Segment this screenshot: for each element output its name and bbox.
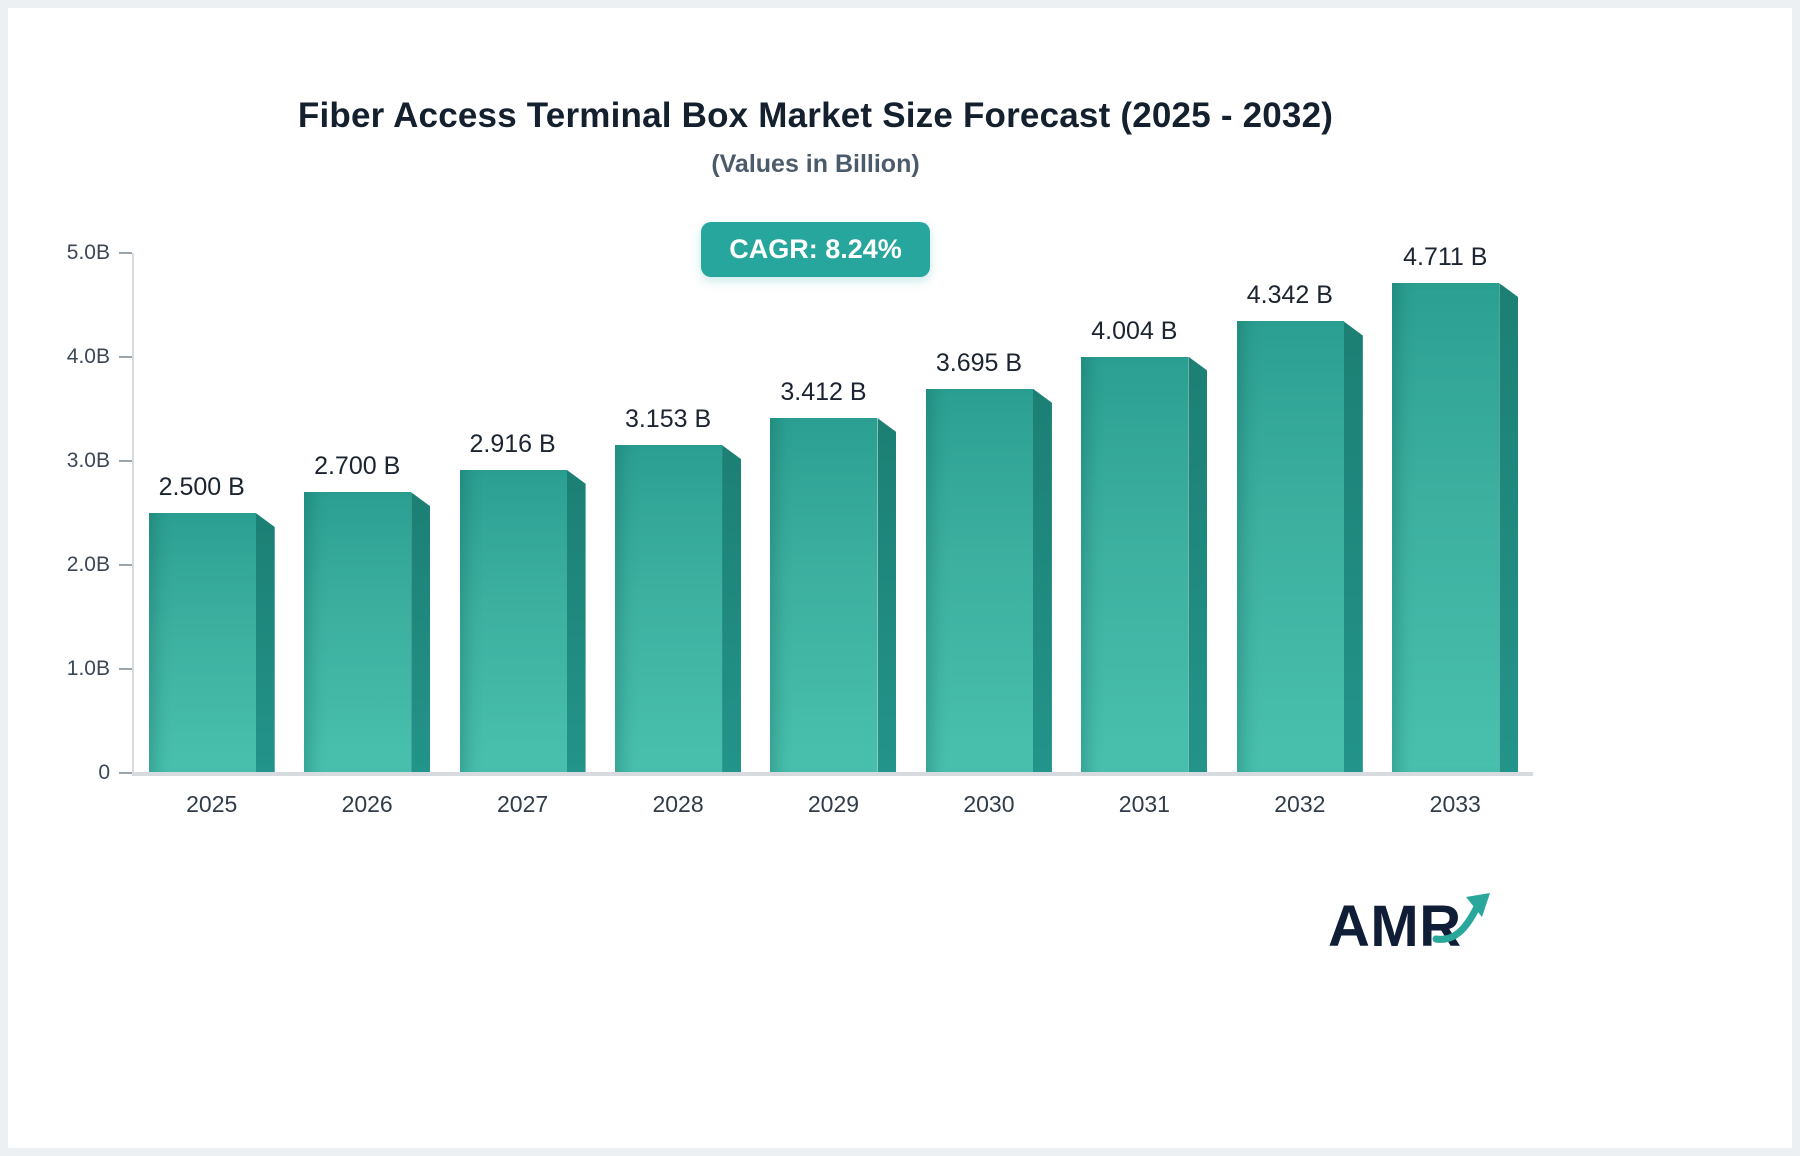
y-axis-tick-mark xyxy=(119,668,132,670)
bar-face xyxy=(459,469,567,773)
x-axis-label-2028: 2028 xyxy=(652,791,704,817)
growth-arrow-icon xyxy=(1432,893,1490,943)
bar-side-3d xyxy=(255,513,275,773)
chart-title: Fiber Access Terminal Box Market Size Fo… xyxy=(297,96,1334,135)
x-axis-label-2026: 2026 xyxy=(341,791,393,817)
y-axis-tick-2.0B: 2.0B xyxy=(67,553,132,577)
x-axis-label-2027: 2027 xyxy=(497,791,549,817)
bar-face xyxy=(1081,356,1189,773)
y-axis-tick-1.0B: 1.0B xyxy=(67,657,132,681)
y-axis-tick-mark xyxy=(119,772,132,774)
bar-side-3d xyxy=(1188,356,1208,773)
bar-group-2028: 3.153 B 2028 xyxy=(600,253,755,817)
bar-2027: 2.916 B xyxy=(459,430,586,773)
bar-group-2026: 2.700 B 2026 xyxy=(289,253,444,817)
bar-face xyxy=(1236,321,1344,773)
bar-2029: 3.412 B xyxy=(770,378,897,773)
bar-2033: 4.711 B xyxy=(1392,243,1519,773)
y-axis-tick-mark xyxy=(119,356,132,358)
bar-group-2033: 4.711 B 2033 xyxy=(1378,243,1533,817)
x-axis-line xyxy=(132,772,1533,776)
y-axis-label: 5.0B xyxy=(66,241,110,264)
bar-side-3d xyxy=(1499,283,1519,773)
bar-group-2025: 2.500 B 2025 xyxy=(134,253,289,817)
amr-logo: AMR xyxy=(1328,893,1494,959)
bar-group-2029: 3.412 B 2029 xyxy=(756,253,911,817)
bar-side-3d xyxy=(722,445,742,773)
bar-2025: 2.500 B xyxy=(148,473,275,773)
bar-face xyxy=(615,445,723,773)
value-label-2025: 2.500 B xyxy=(158,473,245,501)
bar-side-3d xyxy=(411,492,431,773)
x-axis-label-2032: 2032 xyxy=(1274,791,1326,817)
bar-side-3d xyxy=(1032,388,1052,773)
bar-side-3d xyxy=(877,418,897,773)
y-axis-tick-4.0B: 4.0B xyxy=(67,345,132,369)
bar-side-3d xyxy=(566,469,586,773)
cagr-badge: CAGR: 8.24% xyxy=(701,222,930,277)
value-label-2032: 4.342 B xyxy=(1246,281,1333,310)
bar-2032: 4.342 B xyxy=(1236,281,1363,773)
bar-face xyxy=(1392,283,1500,773)
y-axis-tick-5.0B: 5.0B xyxy=(67,241,132,265)
y-axis-label: 0 xyxy=(98,761,110,784)
bar-group-2027: 2.916 B 2027 xyxy=(445,253,600,817)
y-axis-label: 2.0B xyxy=(66,553,110,576)
bar-face xyxy=(148,513,256,773)
x-axis-label-2031: 2031 xyxy=(1118,791,1170,817)
bar-group-2030: 3.695 B 2030 xyxy=(911,253,1066,817)
bar-face xyxy=(770,418,878,773)
y-axis-tick-0: 0 xyxy=(98,761,132,785)
bar-2028: 3.153 B xyxy=(615,405,742,773)
x-axis-label-2033: 2033 xyxy=(1429,791,1481,817)
y-axis: 5.0B 4.0B 3.0B 2.0B 1.0B 0 xyxy=(48,241,132,784)
y-axis-tick-mark xyxy=(119,460,132,462)
chart-card: Fiber Access Terminal Box Market Size Fo… xyxy=(8,8,1792,1148)
y-axis-tick-mark xyxy=(119,564,132,566)
value-label-2026: 2.700 B xyxy=(314,452,401,481)
value-label-2031: 4.004 B xyxy=(1091,316,1178,345)
x-axis-label-2025: 2025 xyxy=(186,791,238,817)
bar-face xyxy=(925,388,1033,773)
y-axis-tick-mark xyxy=(119,252,132,254)
value-label-2028: 3.153 B xyxy=(624,405,712,434)
bar-2031: 4.004 B xyxy=(1081,317,1208,773)
bar-chart: 5.0B 4.0B 3.0B 2.0B 1.0B 0 2.500 B 2025 2.700 B… xyxy=(48,241,1533,843)
plot-area: 2.500 B 2025 2.700 B 2026 2.916 B 2027 3.153 B… xyxy=(132,243,1533,817)
bar-group-2032: 4.342 B 2032 xyxy=(1222,253,1377,817)
cagr-badge-row: CAGR: 8.24% xyxy=(8,222,1623,277)
y-axis-label: 4.0B xyxy=(66,345,110,368)
bar-group-2031: 4.004 B 2031 xyxy=(1067,253,1222,817)
value-label-2033: 4.711 B xyxy=(1403,243,1488,272)
amr-logo-text: AMR xyxy=(1328,894,1462,959)
value-label-2027: 2.916 B xyxy=(469,429,556,458)
y-axis-label: 1.0B xyxy=(66,657,110,680)
value-label-2030: 3.695 B xyxy=(935,348,1023,377)
chart-subtitle: (Values in Billion) xyxy=(711,150,920,178)
bar-2026: 2.700 B xyxy=(304,452,431,773)
y-axis-tick-3.0B: 3.0B xyxy=(67,449,132,473)
x-axis-label-2029: 2029 xyxy=(807,791,860,817)
bar-2030: 3.695 B xyxy=(925,349,1052,773)
x-axis-label-2030: 2030 xyxy=(963,791,1015,817)
y-axis-label: 3.0B xyxy=(66,449,110,472)
bar-side-3d xyxy=(1343,321,1363,773)
bar-face xyxy=(304,492,412,773)
value-label-2029: 3.412 B xyxy=(780,378,867,407)
